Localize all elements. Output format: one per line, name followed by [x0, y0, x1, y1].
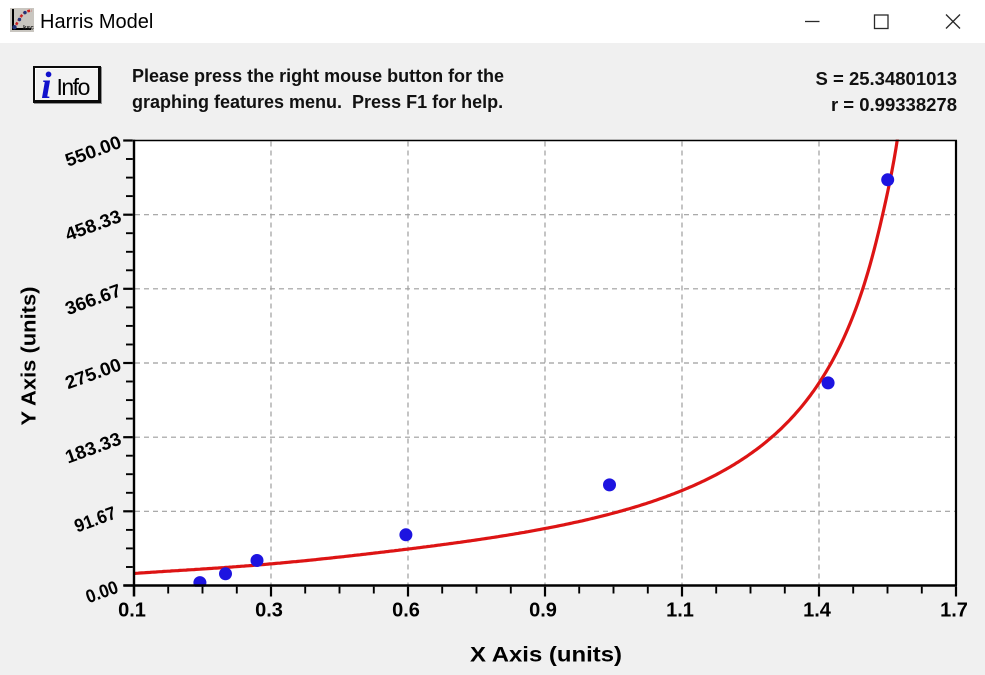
- svg-text:1.1: 1.1: [666, 600, 694, 622]
- svg-text:0.3: 0.3: [255, 600, 283, 622]
- svg-text:458.33: 458.33: [62, 205, 124, 245]
- svg-text:91.67: 91.67: [71, 502, 119, 536]
- svg-text:0.00: 0.00: [83, 576, 121, 607]
- svg-text:183.33: 183.33: [62, 428, 124, 468]
- svg-text:1.4: 1.4: [803, 600, 832, 622]
- svg-text:366.67: 366.67: [62, 279, 124, 319]
- svg-text:550.00: 550.00: [62, 131, 124, 171]
- svg-text:X Axis (units): X Axis (units): [470, 643, 622, 667]
- svg-text:0.1: 0.1: [118, 600, 146, 622]
- svg-text:Y Axis (units): Y Axis (units): [19, 287, 41, 426]
- svg-text:0.6: 0.6: [392, 600, 420, 622]
- svg-text:0.9: 0.9: [529, 600, 557, 622]
- svg-text:1.7: 1.7: [940, 600, 968, 622]
- svg-text:ksc: ksc: [23, 25, 34, 32]
- svg-text:275.00: 275.00: [62, 354, 124, 394]
